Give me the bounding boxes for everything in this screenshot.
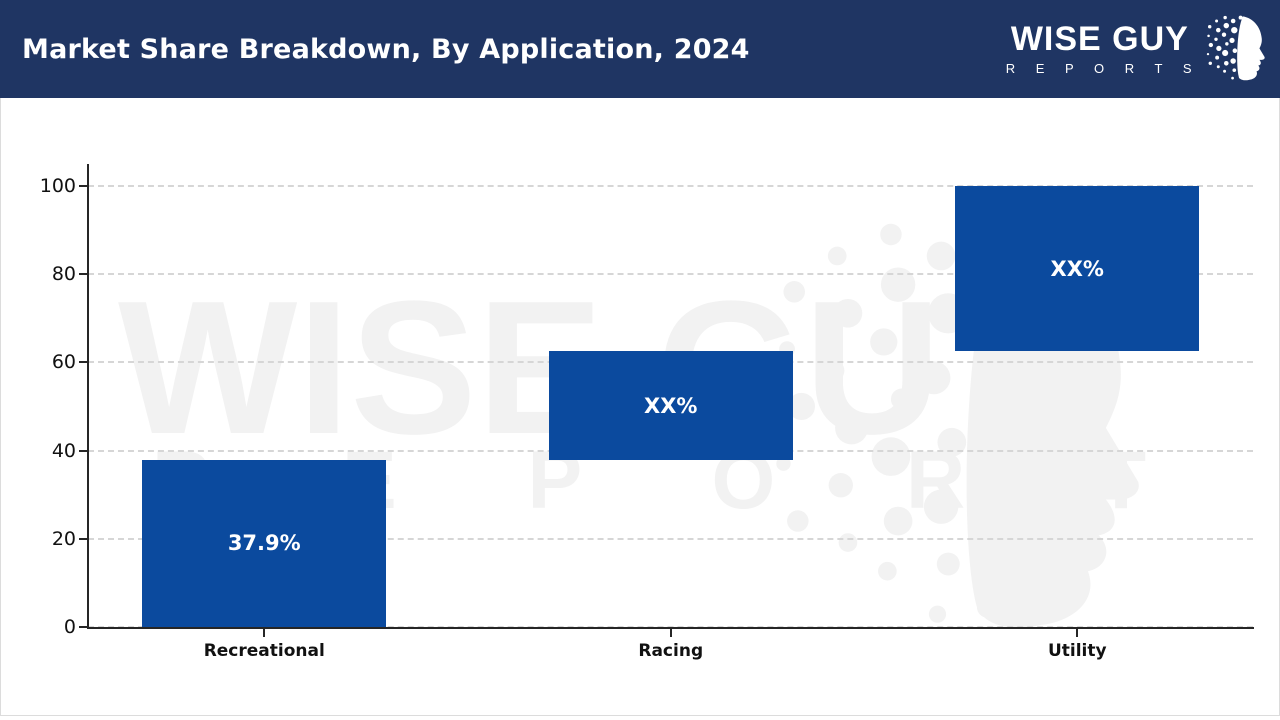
y-tick-label: 20 bbox=[51, 527, 76, 550]
bar-racing: XX% bbox=[548, 351, 793, 460]
y-tick-mark bbox=[79, 626, 88, 628]
gridline-20 bbox=[88, 537, 1253, 540]
wiseguy-logo-text: WISE GUY R E P O R T S bbox=[1000, 20, 1200, 76]
wiseguy-face-icon bbox=[1206, 15, 1265, 81]
bar-recreational: 37.9% bbox=[142, 459, 387, 627]
x-axis-line bbox=[87, 627, 1254, 629]
gridline-100 bbox=[88, 185, 1253, 188]
bar-utility: XX% bbox=[955, 186, 1200, 352]
bar-value-label: XX% bbox=[1050, 256, 1104, 281]
gridline-80 bbox=[88, 273, 1253, 276]
y-tick-label: 40 bbox=[51, 439, 76, 462]
y-axis-line bbox=[87, 164, 89, 629]
y-tick-label: 80 bbox=[51, 263, 76, 286]
bar-value-label: 37.9% bbox=[227, 531, 301, 556]
x-tick-mark bbox=[669, 629, 672, 637]
bar-value-label: XX% bbox=[644, 393, 698, 418]
y-tick-mark bbox=[79, 185, 88, 188]
logo-wordmark: WISE GUY bbox=[1010, 20, 1189, 59]
wiseguy-logo: WISE GUY R E P O R T S bbox=[1000, 4, 1268, 94]
x-tick-label: Recreational bbox=[203, 641, 325, 661]
y-tick-label: 100 bbox=[39, 175, 76, 198]
app-header: Market Share Breakdown, By Application, … bbox=[0, 0, 1280, 98]
x-tick-label: Racing bbox=[638, 641, 704, 661]
y-tick-mark bbox=[79, 449, 88, 452]
y-tick-mark bbox=[79, 537, 88, 540]
y-tick-label: 60 bbox=[51, 351, 76, 374]
page-title: Market Share Breakdown, By Application, … bbox=[22, 33, 750, 65]
x-tick-mark bbox=[263, 629, 266, 637]
y-tick-mark bbox=[79, 273, 88, 276]
x-tick-label: Utility bbox=[1047, 641, 1107, 661]
y-tick-mark bbox=[79, 361, 88, 364]
logo-subtitle: R E P O R T S bbox=[1005, 60, 1200, 76]
x-tick-mark bbox=[1076, 629, 1079, 637]
y-tick-label: 0 bbox=[63, 616, 76, 638]
